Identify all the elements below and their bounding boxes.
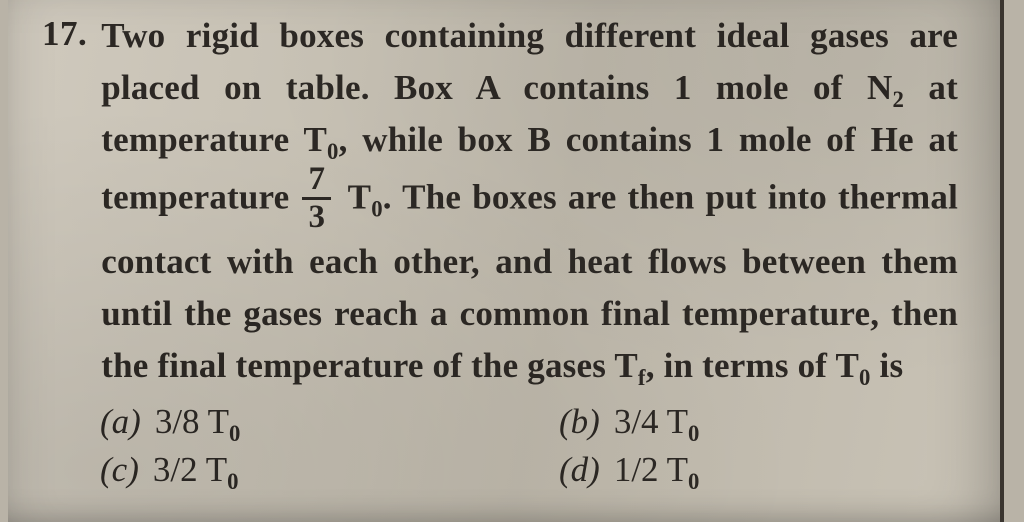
subscript-t0-b: 0 [371, 197, 383, 222]
option-c-sub: 0 [227, 469, 238, 494]
question-part-6: , in terms of T [646, 346, 859, 385]
subscript-t0-a: 0 [327, 139, 339, 164]
option-c-value: 3/2 T [153, 450, 227, 489]
subscript-tf: f [638, 365, 646, 390]
option-d-value: 1/2 T [614, 450, 688, 489]
option-d: (d) 1/2 T0 [559, 450, 958, 490]
option-b-value: 3/4 T [614, 402, 688, 441]
option-a-sub: 0 [229, 421, 240, 446]
option-a-value: 3/8 T [155, 402, 229, 441]
subscript-t0-c: 0 [859, 365, 871, 390]
scanned-page: 17. Two rigid boxes containing different… [8, 0, 1004, 522]
subscript-n2: 2 [892, 87, 904, 112]
options-grid: (a) 3/8 T0 (b) 3/4 T0 (c) 3/2 T0 (d) 1/2… [100, 402, 958, 490]
question-part-4: T [337, 178, 371, 217]
option-c: (c) 3/2 T0 [100, 450, 499, 490]
question-block: 17. Two rigid boxes containing different… [42, 10, 958, 392]
option-d-sub: 0 [688, 469, 699, 494]
question-part-1: Two rigid boxes containing different ide… [101, 16, 958, 107]
option-a: (a) 3/8 T0 [100, 402, 499, 442]
question-number: 17. [42, 10, 87, 57]
fraction-numerator: 7 [302, 163, 331, 200]
option-b-sub: 0 [688, 421, 699, 446]
option-b-label: (b) [559, 402, 600, 442]
option-d-label: (d) [559, 450, 600, 490]
option-b: (b) 3/4 T0 [559, 402, 958, 442]
fraction-7-over-3: 73 [302, 163, 331, 234]
question-part-7: is [871, 346, 904, 385]
option-a-label: (a) [100, 402, 141, 442]
option-c-label: (c) [100, 450, 139, 490]
fraction-denominator: 3 [302, 200, 331, 234]
question-text: Two rigid boxes containing different ide… [101, 10, 958, 392]
